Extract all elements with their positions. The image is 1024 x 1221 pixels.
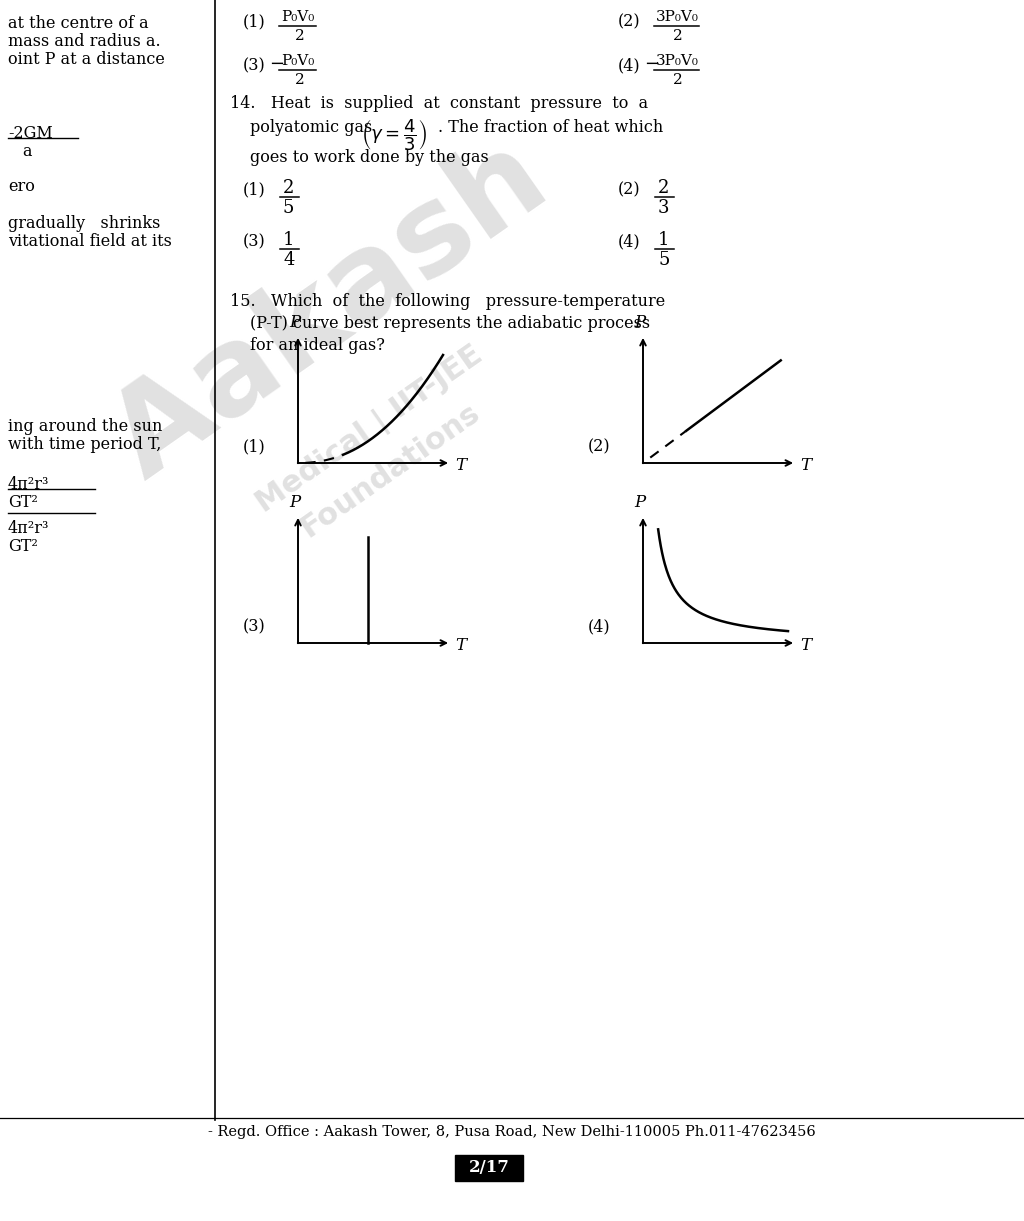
Text: 2: 2: [295, 29, 304, 43]
Text: for an ideal gas?: for an ideal gas?: [250, 337, 385, 354]
Text: Foundations: Foundations: [295, 397, 485, 542]
Text: 2: 2: [658, 179, 670, 197]
Text: at the centre of a: at the centre of a: [8, 15, 148, 32]
Text: 4: 4: [283, 252, 294, 269]
Text: ing around the sun: ing around the sun: [8, 418, 163, 435]
Text: 1: 1: [283, 231, 295, 249]
Bar: [455, 1155, 523, 1181]
Text: (3): (3): [243, 233, 266, 250]
Text: P₀V₀: P₀V₀: [281, 10, 314, 24]
Text: GT²: GT²: [8, 495, 38, 512]
Text: 2: 2: [673, 29, 683, 43]
Text: (1): (1): [243, 13, 266, 31]
Text: T: T: [800, 636, 811, 653]
Text: P: P: [290, 314, 301, 331]
Text: P: P: [290, 495, 301, 512]
Text: 5: 5: [283, 199, 294, 217]
Text: . The fraction of heat which: . The fraction of heat which: [438, 118, 664, 136]
Text: goes to work done by the gas: goes to work done by the gas: [250, 149, 488, 166]
Text: −: −: [644, 55, 659, 73]
Text: 2: 2: [283, 179, 294, 197]
Text: (4): (4): [618, 233, 641, 250]
Text: (2): (2): [618, 181, 641, 198]
Text: $\left(\gamma = \dfrac{4}{3}\right)$: $\left(\gamma = \dfrac{4}{3}\right)$: [361, 117, 427, 153]
Text: 15.   Which  of  the  following   pressure-temperature: 15. Which of the following pressure-temp…: [230, 293, 666, 310]
Text: Medical | IIT-JEE: Medical | IIT-JEE: [251, 341, 488, 519]
Text: P: P: [635, 495, 645, 512]
Text: 5: 5: [658, 252, 670, 269]
Text: 3: 3: [658, 199, 670, 217]
Text: P: P: [635, 314, 645, 331]
Text: T: T: [455, 457, 466, 474]
Text: (3): (3): [243, 57, 266, 74]
Text: T: T: [455, 636, 466, 653]
Text: (3): (3): [243, 618, 266, 635]
Text: (2): (2): [588, 438, 610, 455]
Text: vitational field at its: vitational field at its: [8, 233, 172, 250]
Text: 2: 2: [673, 73, 683, 87]
Text: 2: 2: [295, 73, 304, 87]
Text: GT²: GT²: [8, 538, 38, 556]
Text: oint P at a distance: oint P at a distance: [8, 51, 165, 68]
Text: 4π²r³: 4π²r³: [8, 520, 49, 537]
Text: 2/17: 2/17: [469, 1160, 509, 1177]
Text: 3P₀V₀: 3P₀V₀: [656, 10, 698, 24]
Text: 14.   Heat  is  supplied  at  constant  pressure  to  a: 14. Heat is supplied at constant pressur…: [230, 95, 648, 112]
Text: (4): (4): [618, 57, 641, 74]
Text: gradually   shrinks: gradually shrinks: [8, 215, 161, 232]
Text: 1: 1: [658, 231, 670, 249]
Text: (1): (1): [243, 181, 266, 198]
Text: (4): (4): [588, 618, 610, 635]
Text: 4π²r³: 4π²r³: [8, 476, 49, 493]
Text: -2GM: -2GM: [8, 125, 53, 142]
Text: 3P₀V₀: 3P₀V₀: [656, 54, 698, 68]
Text: Aakash: Aakash: [91, 118, 568, 502]
Text: mass and radius a.: mass and radius a.: [8, 33, 161, 50]
Text: polyatomic gas: polyatomic gas: [250, 118, 373, 136]
Text: - Regd. Office : Aakash Tower, 8, Pusa Road, New Delhi-110005 Ph.011-47623456: - Regd. Office : Aakash Tower, 8, Pusa R…: [208, 1125, 816, 1139]
Text: (2): (2): [618, 13, 641, 31]
Text: (1): (1): [243, 438, 266, 455]
Text: −: −: [269, 55, 284, 73]
Text: T: T: [800, 457, 811, 474]
Text: with time period T,: with time period T,: [8, 436, 162, 453]
Text: ero: ero: [8, 178, 35, 195]
Text: a: a: [22, 143, 32, 160]
Text: (P-T) curve best represents the adiabatic process: (P-T) curve best represents the adiabati…: [250, 315, 650, 332]
Text: P₀V₀: P₀V₀: [281, 54, 314, 68]
